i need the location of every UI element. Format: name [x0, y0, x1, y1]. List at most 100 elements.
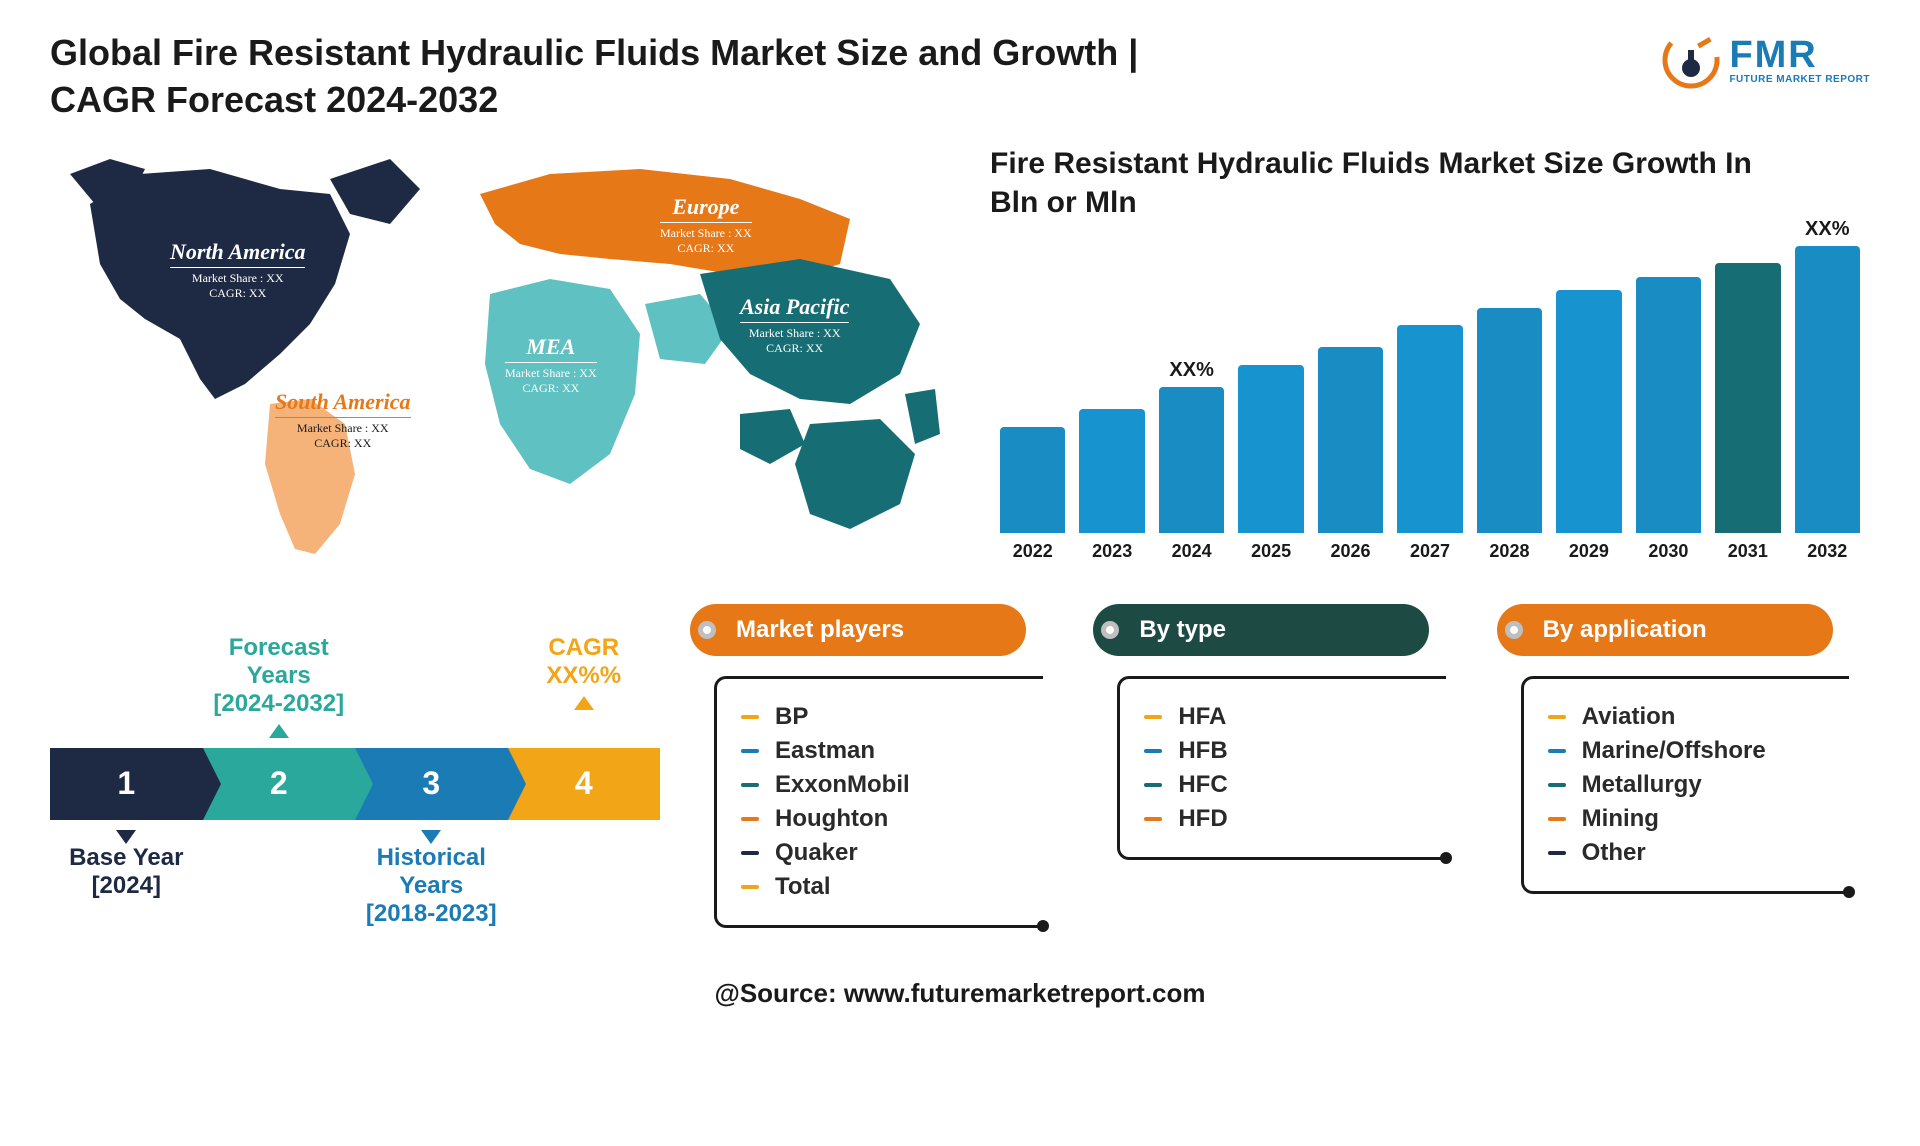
category-item: Mining [1548, 805, 1840, 833]
bar-chart: 2022 2023 XX% 2024 2025 2026 2027 2028 2… [990, 242, 1870, 562]
tick-icon [741, 783, 759, 787]
tick-icon [741, 715, 759, 719]
category-item-label: HFA [1178, 703, 1226, 731]
category-title: Market players [736, 616, 904, 644]
category-item: HFB [1144, 737, 1436, 765]
category-item: HFC [1144, 771, 1436, 799]
triangle-down-icon [116, 830, 136, 844]
category-item: Other [1548, 839, 1840, 867]
category-item-label: BP [775, 703, 808, 731]
triangle-down-icon [421, 830, 441, 844]
triangle-up-icon [574, 696, 594, 710]
bar-year-label: 2022 [1013, 541, 1053, 562]
tick-icon [1548, 851, 1566, 855]
by-application-col: By applicationAviationMarine/OffshoreMet… [1497, 604, 1870, 894]
bar-2032: XX% 2032 [1795, 246, 1860, 562]
category-item-label: Eastman [775, 737, 875, 765]
category-item-label: HFD [1178, 805, 1227, 833]
category-item-label: Other [1582, 839, 1646, 867]
bar [1159, 387, 1224, 533]
category-item: Aviation [1548, 703, 1840, 731]
bar-year-label: 2030 [1648, 541, 1688, 562]
category-item-label: Total [775, 873, 831, 901]
logo-icon [1661, 30, 1721, 90]
bar-2031: 2031 [1715, 263, 1780, 561]
bar-year-label: 2031 [1728, 541, 1768, 562]
bar-year-label: 2028 [1489, 541, 1529, 562]
logo: FMR FUTURE MARKET REPORT [1661, 30, 1870, 90]
category-bracket: AviationMarine/OffshoreMetallurgyMiningO… [1521, 676, 1850, 894]
category-item-label: HFB [1178, 737, 1227, 765]
bar-year-label: 2025 [1251, 541, 1291, 562]
bar-2026: 2026 [1318, 347, 1383, 561]
timeline-bar: 1234 [50, 748, 660, 820]
category-item: BP [741, 703, 1033, 731]
chart-title: Fire Resistant Hydraulic Fluids Market S… [990, 144, 1870, 222]
header: Global Fire Resistant Hydraulic Fluids M… [50, 30, 1870, 124]
category-item: ExxonMobil [741, 771, 1033, 799]
logo-brand: FMR [1729, 36, 1870, 74]
timeline-segment-1: 1 [50, 748, 203, 820]
region-asia-pacific: Asia Pacific Market Share : XX CAGR: XX [740, 294, 849, 357]
timeline: Forecast Years[2024-2032] CAGRXX%% 1234 B… [50, 604, 660, 928]
timeline-segment-4: 4 [508, 748, 661, 820]
category-pill: By application [1497, 604, 1833, 656]
bar-2028: 2028 [1477, 308, 1542, 562]
bar-2022: 2022 [1000, 427, 1065, 562]
bar-2027: 2027 [1397, 325, 1462, 561]
page-title: Global Fire Resistant Hydraulic Fluids M… [50, 30, 1250, 124]
timeline-top-label: CAGRXX%% [508, 634, 661, 690]
timeline-top-label: Forecast Years[2024-2032] [203, 634, 356, 718]
bar-2024: XX% 2024 [1159, 387, 1224, 562]
bar [1397, 325, 1462, 532]
pill-dot-icon [1505, 621, 1523, 639]
bar-year-label: 2029 [1569, 541, 1609, 562]
tick-icon [1144, 817, 1162, 821]
bar-2030: 2030 [1636, 277, 1701, 562]
category-item: Total [741, 873, 1033, 901]
bar-2025: 2025 [1238, 365, 1303, 562]
bar [1238, 365, 1303, 533]
category-item-label: Houghton [775, 805, 888, 833]
bar-year-label: 2023 [1092, 541, 1132, 562]
bar [1318, 347, 1383, 532]
bar [1556, 290, 1621, 533]
timeline-bottom-label: Base Year[2024] [50, 844, 203, 900]
timeline-segment-2: 2 [203, 748, 356, 820]
category-item: Quaker [741, 839, 1033, 867]
bar-year-label: 2032 [1807, 541, 1847, 562]
bar-2029: 2029 [1556, 290, 1621, 562]
category-item: HFA [1144, 703, 1436, 731]
tick-icon [1548, 817, 1566, 821]
category-item-label: Aviation [1582, 703, 1676, 731]
category-item: Houghton [741, 805, 1033, 833]
bar [1795, 246, 1860, 533]
tick-icon [741, 749, 759, 753]
bar [1636, 277, 1701, 533]
bar [1715, 263, 1780, 532]
category-item-label: Mining [1582, 805, 1659, 833]
tick-icon [1144, 783, 1162, 787]
market-players-col: Market players BP Eastman ExxonMobil Houghto… [690, 604, 1063, 928]
timeline-segment-3: 3 [355, 748, 508, 820]
tick-icon [1548, 715, 1566, 719]
tick-icon [741, 885, 759, 889]
tick-icon [1548, 749, 1566, 753]
bar [1477, 308, 1542, 533]
tick-icon [1144, 749, 1162, 753]
region-north-america: North America Market Share : XX CAGR: XX [170, 239, 305, 302]
category-item: Marine/Offshore [1548, 737, 1840, 765]
category-item-label: ExxonMobil [775, 771, 910, 799]
tick-icon [741, 817, 759, 821]
world-map: North America Market Share : XX CAGR: XX… [50, 144, 950, 564]
bar-2023: 2023 [1079, 409, 1144, 562]
category-pill: By type [1093, 604, 1429, 656]
tick-icon [1144, 715, 1162, 719]
category-title: By type [1139, 616, 1226, 644]
bar-chart-section: Fire Resistant Hydraulic Fluids Market S… [990, 144, 1870, 564]
bar-year-label: 2024 [1172, 541, 1212, 562]
by-type-col: By type HFA HFB HFC HFD [1093, 604, 1466, 860]
triangle-up-icon [269, 724, 289, 738]
bar [1000, 427, 1065, 533]
bar [1079, 409, 1144, 533]
